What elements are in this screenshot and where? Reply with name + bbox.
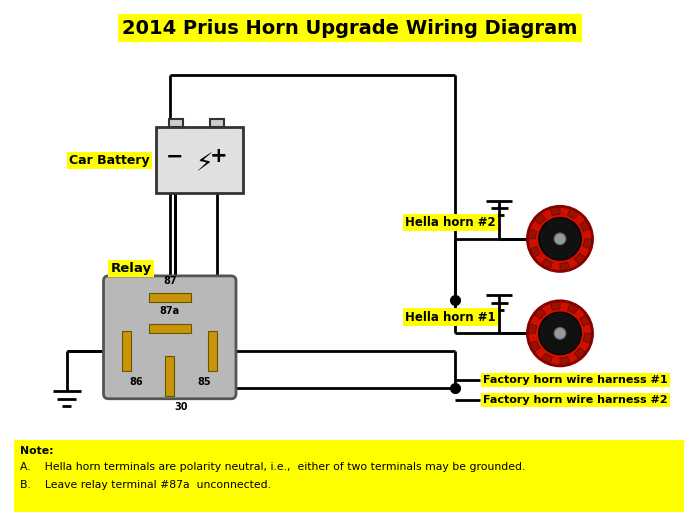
Wedge shape [550,207,560,216]
Text: 86: 86 [129,377,143,387]
Circle shape [554,328,566,339]
Text: B.    Leave relay terminal #87a  unconnected.: B. Leave relay terminal #87a unconnected… [20,480,271,490]
Text: Relay: Relay [111,262,152,275]
Wedge shape [568,209,579,219]
Text: 87: 87 [163,276,176,286]
Bar [210,119,224,128]
Text: Note:: Note: [20,446,54,456]
Bar [165,356,174,396]
Text: +: + [210,146,228,166]
Bar [14,440,684,512]
Wedge shape [541,259,552,269]
Circle shape [528,301,592,366]
Wedge shape [580,220,590,232]
Wedge shape [560,262,570,270]
Wedge shape [530,246,540,257]
Wedge shape [574,253,585,265]
Wedge shape [528,229,537,239]
Text: ⚡: ⚡ [196,152,214,176]
Wedge shape [583,239,592,249]
FancyBboxPatch shape [104,276,236,399]
Text: 2014 Prius Horn Upgrade Wiring Diagram: 2014 Prius Horn Upgrade Wiring Diagram [122,18,577,37]
Wedge shape [535,308,546,319]
Text: 85: 85 [197,377,211,387]
Text: −: − [166,146,183,166]
Wedge shape [528,323,537,333]
Wedge shape [580,315,590,326]
Wedge shape [560,356,570,365]
Text: 87a: 87a [160,306,180,316]
Bar [148,324,190,333]
Wedge shape [550,302,560,310]
Bar [122,331,132,371]
Text: Factory horn wire harness #2: Factory horn wire harness #2 [483,395,668,405]
Text: Hella horn #2: Hella horn #2 [405,216,496,229]
Wedge shape [541,353,552,363]
Circle shape [528,206,592,271]
Text: Car Battery: Car Battery [69,154,150,166]
Bar [169,119,183,128]
Text: A.    Hella horn terminals are polarity neutral, i.e.,  either of two terminals : A. Hella horn terminals are polarity neu… [20,462,526,472]
Bar [148,293,190,302]
Wedge shape [583,333,592,343]
Wedge shape [574,348,585,359]
Bar [155,128,244,193]
Wedge shape [535,213,546,225]
Text: Factory horn wire harness #1: Factory horn wire harness #1 [483,375,668,385]
Circle shape [554,233,566,245]
Text: Hella horn #1: Hella horn #1 [405,311,496,323]
Circle shape [539,312,581,354]
Wedge shape [568,303,579,313]
Wedge shape [530,341,540,352]
Circle shape [539,218,581,260]
Bar [208,331,217,371]
Text: 30: 30 [175,402,188,412]
